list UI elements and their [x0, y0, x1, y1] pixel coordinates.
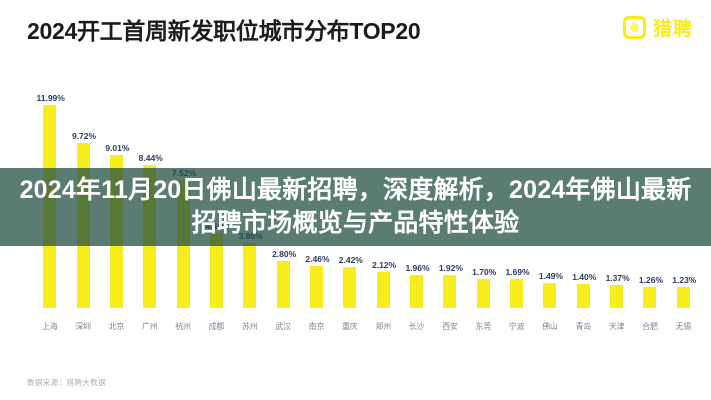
bar-group: 1.26% 合肥: [635, 62, 665, 331]
bar-value-label: 9.72%: [71, 131, 97, 142]
bar: [543, 282, 557, 308]
bar-value-label: 1.70%: [472, 267, 497, 278]
x-axis-tick-label: 合肥: [642, 322, 658, 331]
bar: [343, 266, 357, 308]
bar-value-label: 1.69%: [505, 267, 530, 278]
x-axis-tick-label: 天津: [608, 322, 625, 331]
bar: [443, 275, 457, 308]
bar-group: 9.72% 深圳: [68, 62, 98, 331]
x-axis-tick-label: 南京: [308, 322, 325, 331]
bar-value-label: 2.46%: [305, 254, 330, 265]
bar: [610, 284, 624, 308]
bar-group: 1.96% 长沙: [402, 62, 432, 331]
x-axis-tick-label: 上海: [41, 322, 58, 331]
bar: [410, 274, 424, 308]
brand-logo: 猎聘: [622, 14, 693, 41]
bar-group: 1.92% 西安: [435, 62, 465, 331]
bar: [476, 279, 490, 308]
bar-group: 8.44% 广州: [135, 62, 165, 331]
bar: [309, 266, 323, 308]
brand-name-label: 猎聘: [652, 19, 693, 40]
x-axis-tick-label: 青岛: [575, 322, 592, 331]
bar-group: 1.69% 宁波: [502, 62, 532, 331]
bar-value-label: 11.99%: [36, 92, 65, 103]
bar: [576, 284, 590, 308]
x-axis-tick-label: 成都: [208, 322, 225, 331]
bar-group: 2.80% 武汉: [268, 62, 298, 331]
bar-group: 1.37% 天津: [602, 62, 632, 331]
bar-value-label: 4.44%: [205, 220, 230, 231]
bar-value-label: 2.80%: [272, 248, 297, 259]
bar-group: 4.44% 成都: [201, 62, 231, 331]
x-axis-tick-label: 东莞: [475, 322, 492, 331]
bar-group: 1.49% 佛山: [535, 62, 565, 331]
bar-chart-plot-area: 11.99% 上海 9.72% 深圳 9.01% 北京 8.44% 广州 7.52% 杭州 4.44…: [0, 62, 711, 340]
bar-value-label: 1.96%: [405, 262, 430, 273]
x-axis-tick-label: 武汉: [275, 322, 291, 331]
bar-value-label: 3.86%: [238, 230, 263, 241]
x-axis-tick-label: 重庆: [342, 322, 358, 331]
bar: [643, 286, 657, 308]
bar: [43, 104, 57, 308]
x-axis-tick-label: 长沙: [408, 322, 425, 331]
page-title: 2024开工首周新发职位城市分布TOP20: [27, 18, 421, 44]
x-axis-tick-label: 西安: [442, 322, 458, 331]
data-source-note: 数据来源：猎聘大数据: [27, 378, 106, 387]
x-axis-tick-label: 郑州: [375, 322, 391, 331]
bar-group: 1.70% 东莞: [468, 62, 498, 331]
x-axis-tick-label: 苏州: [241, 322, 258, 331]
bar-value-label: 1.26%: [638, 274, 664, 285]
bar: [76, 143, 90, 308]
bar-group: 9.01% 北京: [101, 62, 131, 331]
bar-group: 1.40% 青岛: [568, 62, 598, 331]
bar-value-label: 1.49%: [538, 270, 563, 281]
bar-value-label: 1.40%: [572, 272, 597, 283]
x-axis-tick-label: 深圳: [75, 322, 91, 331]
bar: [376, 272, 390, 308]
liepin-logo-icon: [622, 16, 646, 39]
bar: [143, 164, 157, 308]
x-axis-tick-label: 广州: [141, 322, 158, 331]
bar: [109, 155, 123, 308]
bar-value-label: 2.42%: [338, 254, 363, 265]
x-axis-tick-label: 佛山: [542, 322, 558, 331]
bar-group: 2.42% 重庆: [335, 62, 365, 331]
bar: [510, 279, 524, 308]
bar-group: 2.46% 南京: [301, 62, 331, 331]
bar-value-label: 8.44%: [138, 152, 163, 163]
bar-value-label: 1.23%: [672, 275, 697, 286]
bar-group: 3.86% 苏州: [235, 62, 265, 331]
bar: [176, 180, 190, 308]
bar-value-label: 1.37%: [605, 272, 630, 283]
bar-group: 2.12% 郑州: [368, 62, 398, 331]
x-axis-tick-label: 杭州: [175, 322, 191, 331]
bar: [243, 242, 257, 308]
bar-value-label: 2.12%: [372, 260, 397, 271]
bar-value-label: 1.92%: [438, 263, 463, 274]
bar-value-label: 9.01%: [105, 143, 130, 154]
x-axis-tick-label: 宁波: [508, 322, 525, 331]
bar-group: 11.99% 上海: [35, 62, 65, 331]
bar-group: 7.52% 杭州: [168, 62, 198, 331]
bar: [276, 260, 290, 308]
bar: [209, 232, 223, 308]
bar: [676, 287, 690, 308]
x-axis-tick-label: 北京: [108, 322, 125, 331]
x-axis-tick-label: 无锡: [675, 322, 692, 331]
bar-group: 1.23% 无锡: [668, 62, 698, 331]
bar-value-label: 7.52%: [172, 168, 197, 179]
